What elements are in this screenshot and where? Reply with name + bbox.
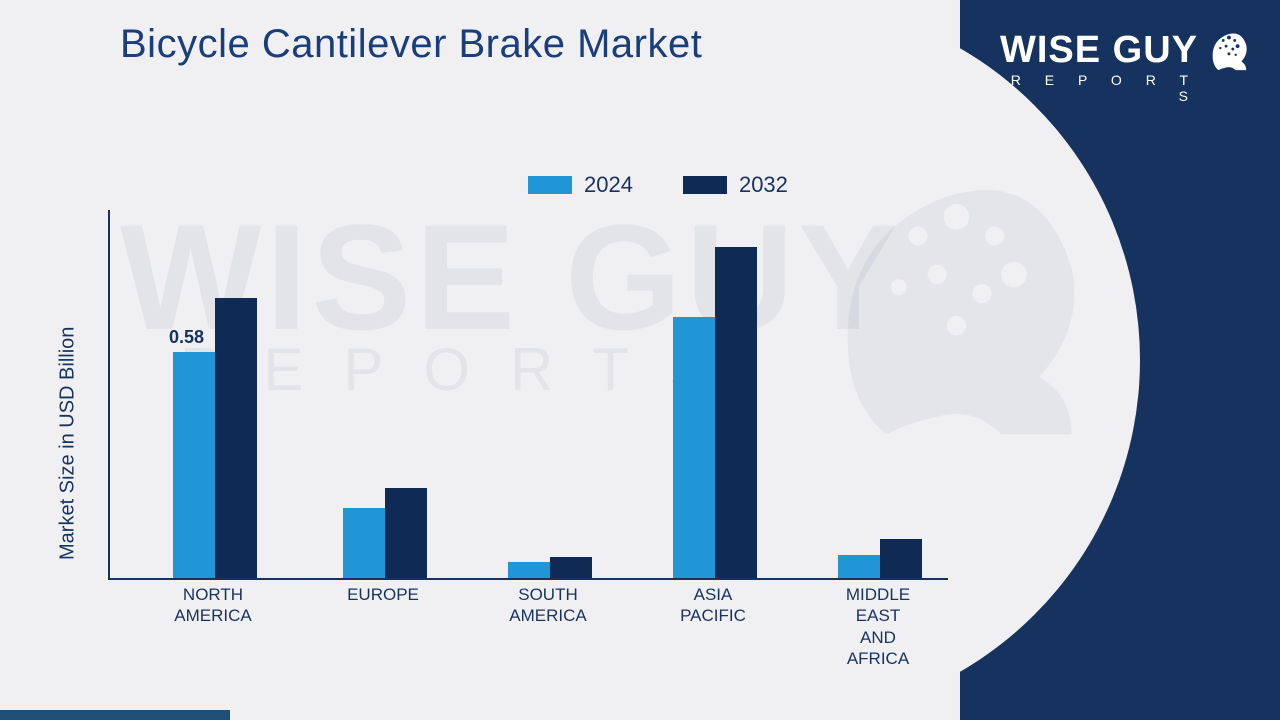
y-axis-label: Market Size in USD Billion [57,410,80,430]
y-axis-label-text: Market Size in USD Billion [57,540,80,560]
x-axis-category-label: EUROPE [318,584,448,605]
bar-2024 [343,508,385,578]
bar-2032 [385,488,427,578]
bar-group [508,557,592,578]
chart-title: Bicycle Cantilever Brake Market [120,22,702,67]
x-axis-category-label: ASIAPACIFIC [648,584,778,627]
right-panel [960,0,1280,720]
legend-label-2024: 2024 [584,172,633,198]
legend-swatch-2032 [683,176,727,194]
x-axis-category-label: SOUTHAMERICA [483,584,613,627]
bottom-accent-bar [0,710,230,720]
legend-item-2032: 2032 [683,172,788,198]
chart-area: Market Size in USD Billion 2024 2032 0.5… [58,150,958,690]
bar-value-label: 0.58 [169,327,204,348]
bar-2032 [550,557,592,578]
bar-2024 [173,352,215,578]
x-axis-category-label: NORTHAMERICA [148,584,278,627]
bar-2032 [215,298,257,578]
bar-group [673,247,757,578]
brand-head-icon [1204,26,1252,74]
legend-swatch-2024 [528,176,572,194]
bar-2032 [715,247,757,578]
bar-2032 [880,539,922,578]
bar-2024 [673,317,715,578]
page-root: WISE GUY R E P O R T S WISE GUY REPORTS [0,0,1280,720]
bar-group [838,539,922,578]
brand-sub-text: R E P O R T S [992,72,1252,104]
legend-label-2032: 2032 [739,172,788,198]
chart-plot: 0.58 [108,210,948,580]
x-axis-category-label: MIDDLEEASTANDAFRICA [813,584,943,669]
x-axis-labels: NORTHAMERICA EUROPE SOUTHAMERICA ASIAPACIFI… [108,584,948,684]
chart-legend: 2024 2032 [528,172,788,198]
brand-logo: WISE GUY R E P O R T S [992,26,1252,104]
bar-2024 [838,555,880,578]
legend-item-2024: 2024 [528,172,633,198]
bar-2024 [508,562,550,578]
brand-main-text: WISE GUY [1000,29,1198,72]
brand-main-row: WISE GUY [992,26,1252,74]
bar-group [343,488,427,578]
